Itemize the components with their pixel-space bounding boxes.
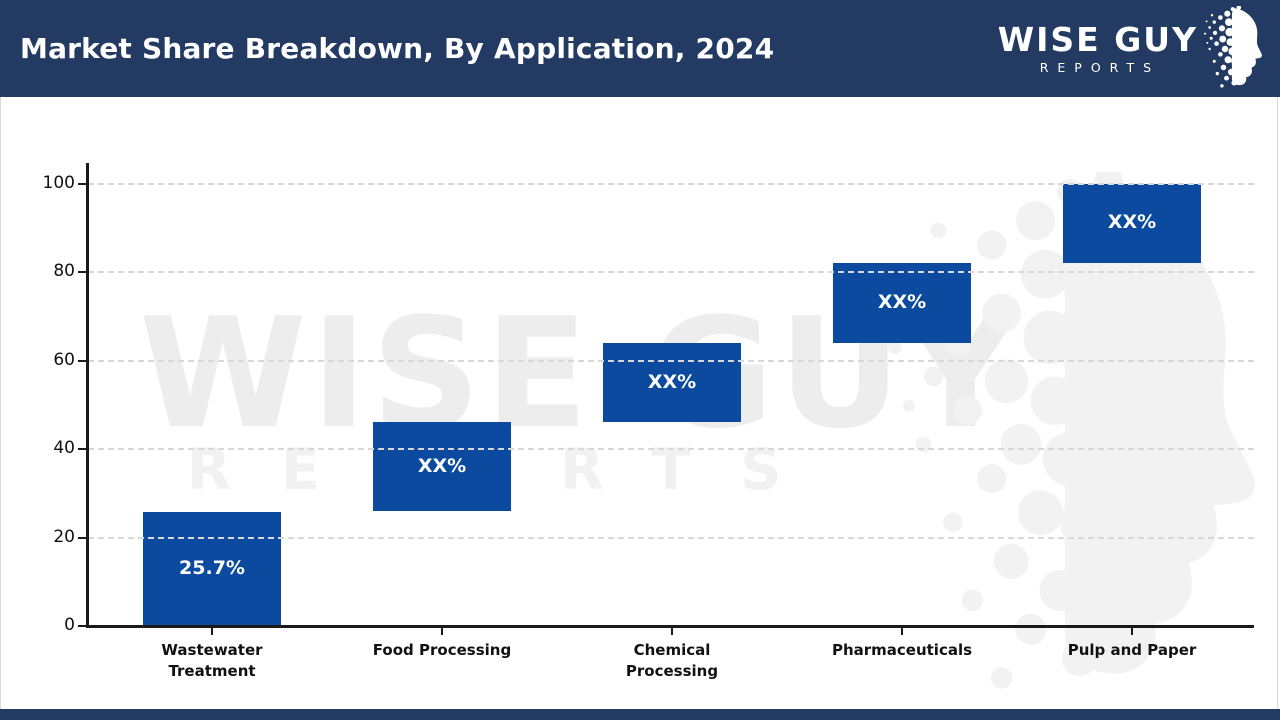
brand-subname: REPORTS xyxy=(1039,59,1161,75)
x-axis-line xyxy=(86,625,1254,628)
y-tick-label: 0 xyxy=(64,615,75,635)
x-category-label: Pulp and Paper xyxy=(1067,641,1197,659)
x-tick-mark xyxy=(901,627,903,635)
footer-bar xyxy=(0,709,1280,720)
brand-name: WISE GUY xyxy=(997,19,1198,59)
bar-label: XX% xyxy=(1107,211,1157,234)
bar-label: XX% xyxy=(417,454,467,477)
grid-line xyxy=(88,182,1254,185)
grid-line xyxy=(88,359,1254,362)
y-tick-label: 40 xyxy=(53,438,75,458)
bar xyxy=(373,422,511,511)
x-tick-mark xyxy=(441,627,443,635)
y-tick-mark xyxy=(78,182,86,185)
x-tick-mark xyxy=(211,627,213,635)
y-tick-label: 20 xyxy=(53,526,75,547)
page-title: Market Share Breakdown, By Application, … xyxy=(20,32,775,65)
bar-label: 25.7% xyxy=(179,557,245,580)
bar-label: XX% xyxy=(647,370,697,393)
y-tick-mark xyxy=(78,448,86,450)
grid-line xyxy=(88,536,1254,539)
bar-label: XX% xyxy=(877,290,927,313)
y-tick-label: 80 xyxy=(53,261,75,281)
y-tick-mark xyxy=(78,271,86,273)
y-tick-label: 60 xyxy=(53,349,75,370)
grid-line xyxy=(88,271,1254,273)
bar xyxy=(143,512,281,626)
x-category-label: Chemical Processing xyxy=(625,641,719,680)
brand-logo: WISE GUY REPORTS xyxy=(998,0,1280,97)
y-axis-line xyxy=(86,163,89,628)
bar xyxy=(603,342,741,423)
x-category-label: Pharmaceuticals xyxy=(831,641,973,659)
y-tick-label: 100 xyxy=(42,172,75,193)
x-tick-mark xyxy=(671,627,673,635)
x-category-label: Wastewater Treatment xyxy=(161,641,263,680)
y-tick-mark xyxy=(78,536,86,539)
plot-area: 0 20 40 60 80 100 25.7% Wastewater Treatment XX%… xyxy=(1,97,1279,709)
x-category-label: Food Processing xyxy=(372,641,512,659)
brand-logo-text: WISE GUY REPORTS xyxy=(998,23,1198,75)
header-bar: Market Share Breakdown, By Application, … xyxy=(0,0,1280,97)
x-tick-mark xyxy=(1131,627,1133,635)
chart-figure: WISE GUY REPORTS 02040608010025.7%Wastew… xyxy=(0,97,1278,709)
y-tick-mark xyxy=(78,625,86,627)
grid-line xyxy=(88,448,1254,450)
y-tick-mark xyxy=(78,359,86,362)
